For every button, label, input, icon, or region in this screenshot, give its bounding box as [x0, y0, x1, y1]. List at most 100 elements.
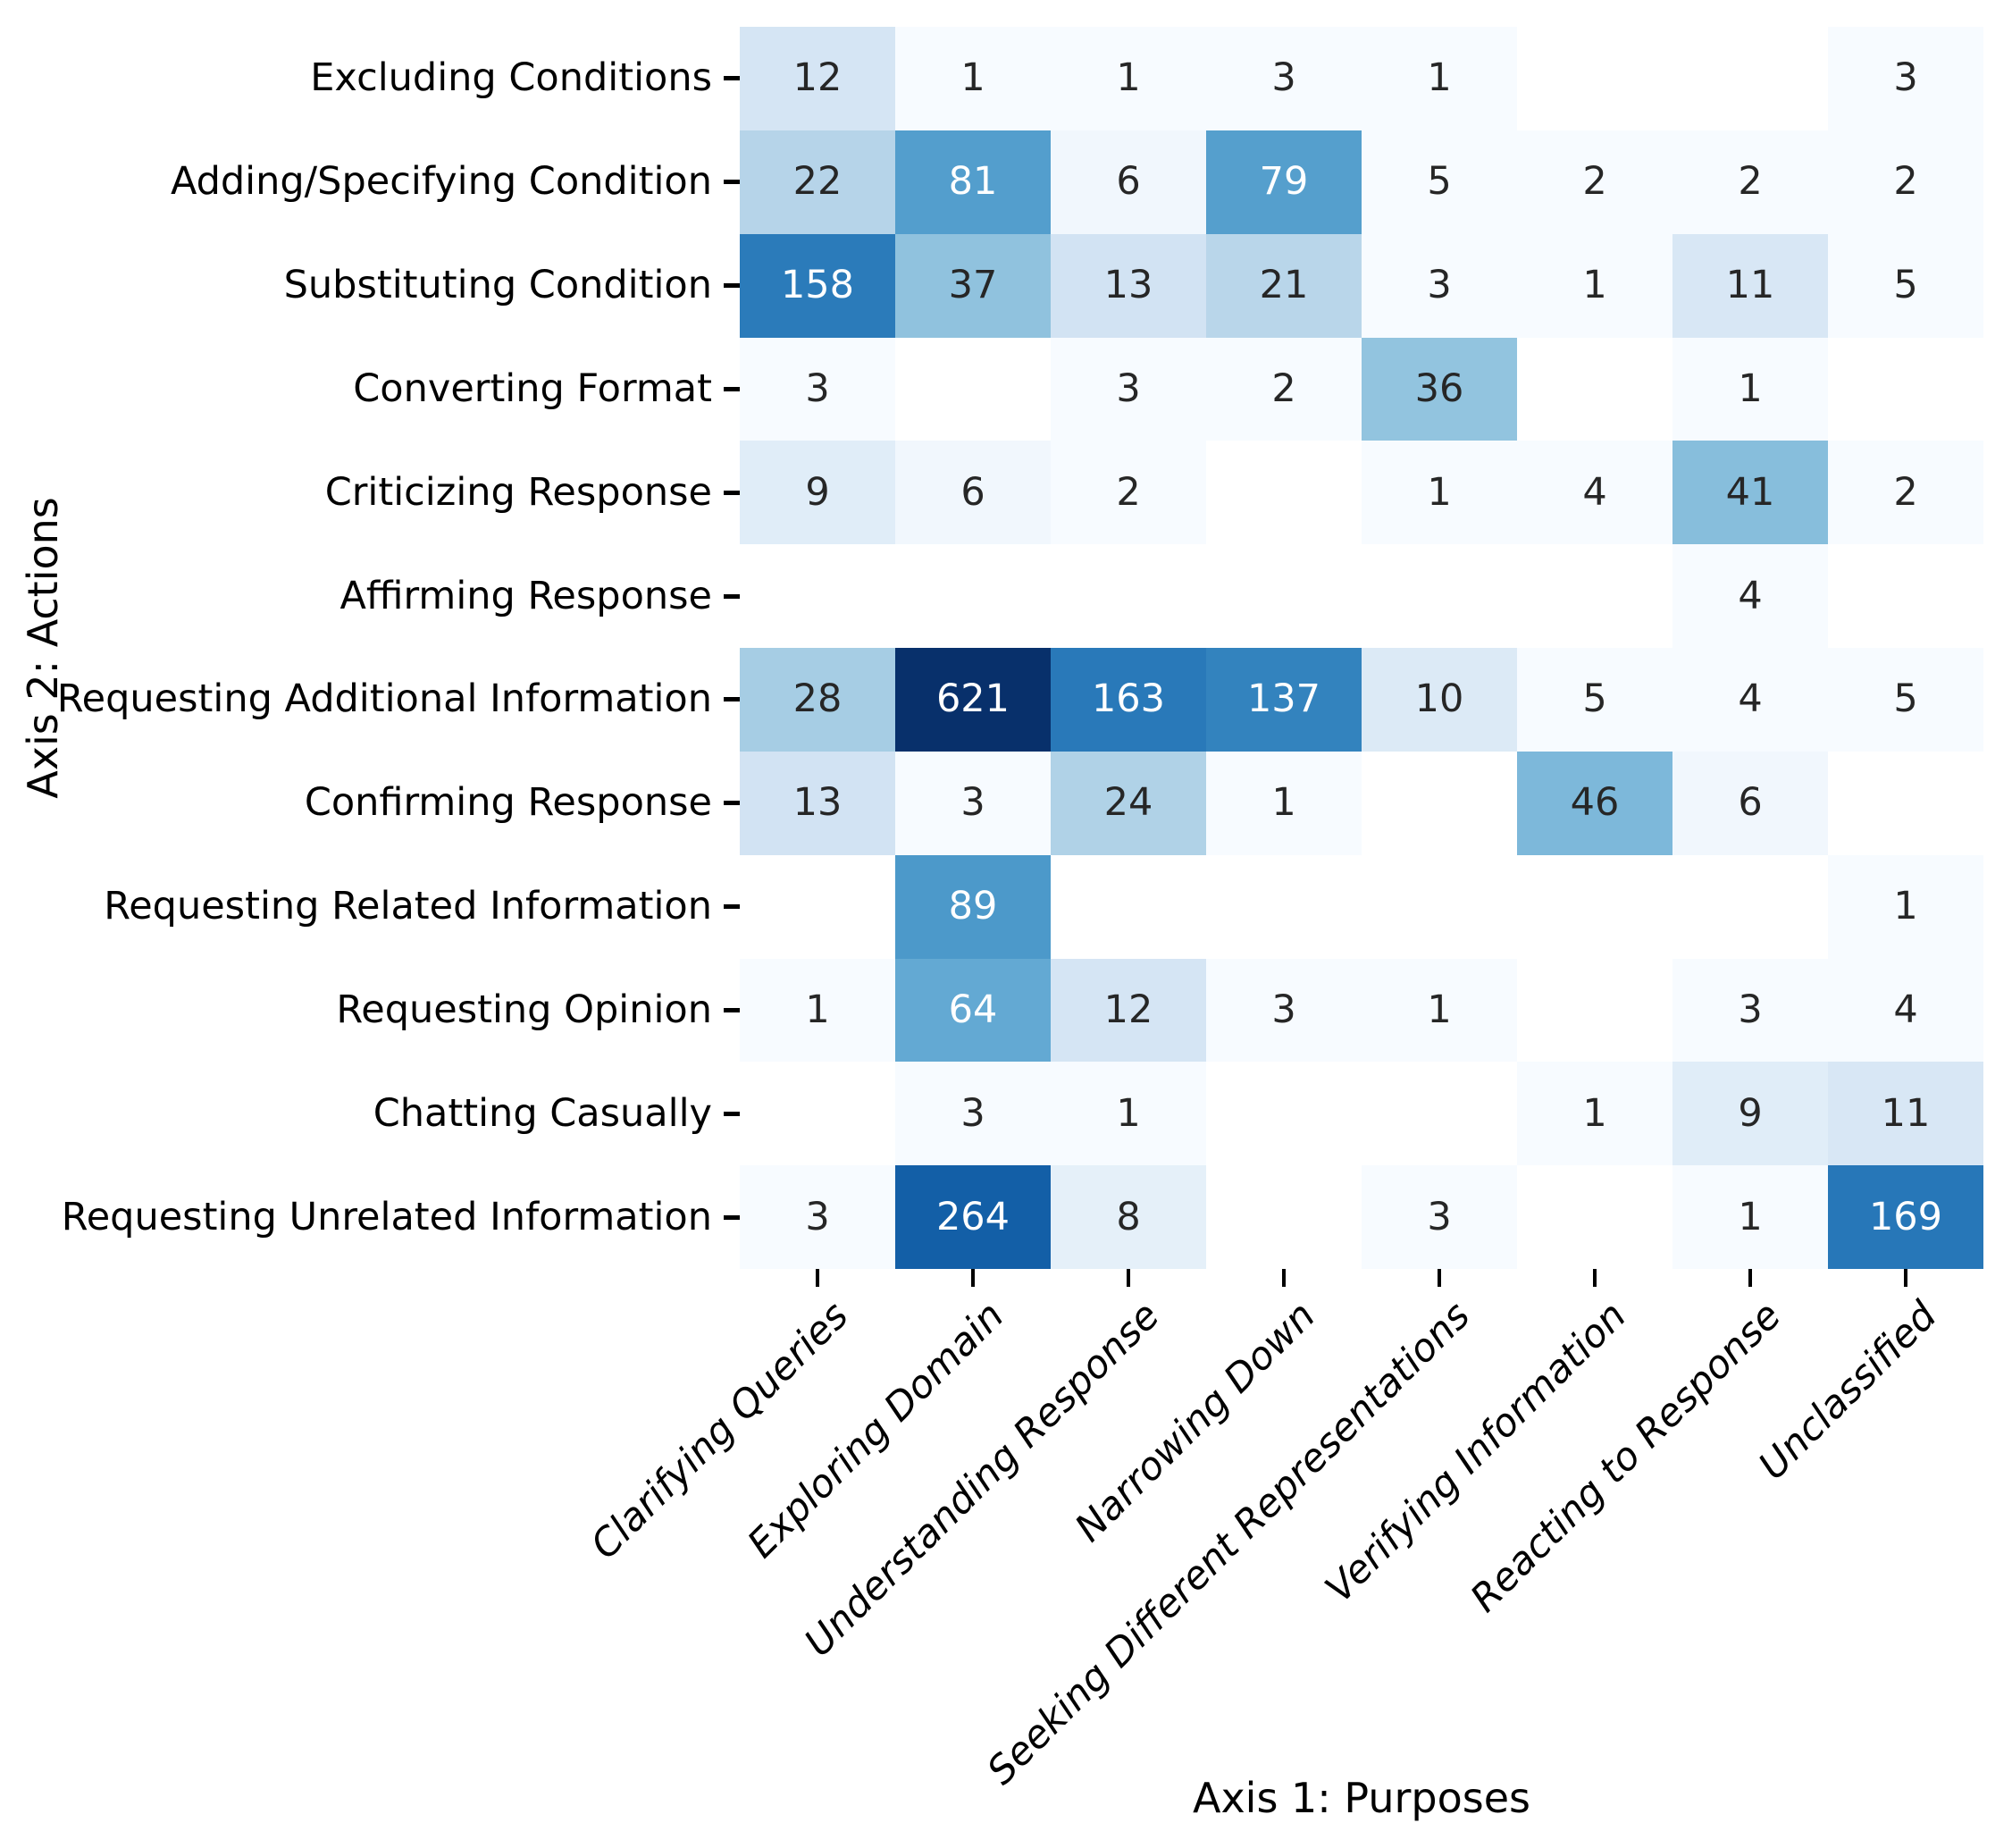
y-axis-row: Requesting Additional Information [0, 648, 740, 752]
heatmap-cell [1206, 1062, 1362, 1166]
heatmap-cell: 2 [1828, 130, 1983, 234]
y-tick-label: Adding/Specifying Condition [170, 159, 712, 205]
heatmap-cell: 1 [1672, 1165, 1828, 1269]
heatmap-cell: 3 [895, 751, 1051, 855]
heatmap-cell [1206, 544, 1362, 648]
heatmap-cell: 10 [1362, 648, 1517, 752]
heatmap-cell: 1 [1362, 958, 1517, 1063]
heatmap-cell [1517, 27, 1672, 130]
heatmap-cell: 9 [740, 441, 895, 545]
heatmap-cell [1517, 337, 1672, 441]
y-axis-row: Confirming Response [0, 752, 740, 855]
heatmap-cell: 64 [895, 958, 1051, 1063]
heatmap-cell: 3 [1362, 1165, 1517, 1269]
heatmap-cell: 1 [1672, 337, 1828, 441]
heatmap-cell [1362, 751, 1517, 855]
heatmap-cell: 137 [1206, 648, 1362, 752]
y-tick-label: Substituting Condition [283, 263, 712, 308]
heatmap-cell: 5 [1517, 648, 1672, 752]
x-tick-label: Clarifying Queries [583, 1293, 858, 1568]
heatmap-cell [895, 544, 1051, 648]
x-tick [816, 1269, 819, 1287]
heatmap-cell: 1 [1517, 1062, 1672, 1166]
y-tick-label: Requesting Opinion [336, 987, 712, 1032]
heatmap-cell [740, 854, 895, 959]
x-tick-label: Exploring Domain [739, 1293, 1013, 1567]
heatmap-cell: 4 [1672, 648, 1828, 752]
heatmap-cell: 2 [1517, 130, 1672, 234]
y-tick [724, 490, 740, 495]
heatmap-cell: 8 [1051, 1165, 1206, 1269]
heatmap-cell: 11 [1828, 1062, 1983, 1166]
heatmap-cell [1828, 751, 1983, 855]
heatmap-cell: 2 [1672, 130, 1828, 234]
heatmap-cell: 13 [1051, 233, 1206, 338]
heatmap-cell: 1 [1362, 27, 1517, 130]
x-tick [1127, 1269, 1130, 1287]
heatmap-cell: 621 [895, 648, 1051, 752]
heatmap-cell [1206, 441, 1362, 545]
heatmap-cell [1672, 27, 1828, 130]
y-tick-label: Excluding Conditions [310, 55, 712, 101]
heatmap-cell: 24 [1051, 751, 1206, 855]
heatmap-cell: 6 [1051, 130, 1206, 234]
heatmap-cell: 3 [1828, 27, 1983, 130]
heatmap-cell: 13 [740, 751, 895, 855]
heatmap-cell: 3 [1206, 27, 1362, 130]
heatmap-cell: 163 [1051, 648, 1206, 752]
y-axis-row: Substituting Condition [0, 234, 740, 338]
heatmap-cell: 46 [1517, 751, 1672, 855]
heatmap-cell [895, 337, 1051, 441]
y-tick-label: Converting Format [353, 365, 712, 411]
x-tick [1593, 1269, 1597, 1287]
x-tick [1282, 1269, 1286, 1287]
heatmap-grid: 12 1 1 3 1 3 22 81 6 79 5 2 2 2 158 37 13 21 3 1 11 5 3 3 2 36 1 9 6… [740, 27, 1983, 1269]
heatmap-cell [1051, 544, 1206, 648]
x-axis-title: Axis 1: Purposes [1192, 1774, 1531, 1822]
heatmap-cell [1051, 854, 1206, 959]
heatmap-cell: 79 [1206, 130, 1362, 234]
heatmap-cell: 1 [1517, 233, 1672, 338]
heatmap-cell: 2 [1828, 441, 1983, 545]
heatmap-cell: 6 [1672, 751, 1828, 855]
heatmap-cell: 3 [1672, 958, 1828, 1063]
y-tick [724, 386, 740, 391]
heatmap-cell [1362, 544, 1517, 648]
heatmap-cell: 3 [740, 337, 895, 441]
heatmap-cell [1828, 337, 1983, 441]
heatmap-cell: 28 [740, 648, 895, 752]
y-axis-row: Adding/Specifying Condition [0, 130, 740, 234]
heatmap-cell: 1 [1051, 1062, 1206, 1166]
y-axis-row: Converting Format [0, 337, 740, 441]
y-tick-label: Chatting Casually [373, 1090, 712, 1136]
heatmap-cell: 89 [895, 854, 1051, 959]
y-tick-label: Confirming Response [304, 780, 712, 826]
heatmap-cell [1362, 854, 1517, 959]
y-tick-label: Criticizing Response [324, 469, 712, 515]
heatmap-cell [1517, 854, 1672, 959]
heatmap-cell: 2 [1051, 441, 1206, 545]
heatmap-cell: 1 [1206, 751, 1362, 855]
heatmap-cell [1828, 544, 1983, 648]
y-axis-row: Affirming Response [0, 544, 740, 648]
y-axis-row: Requesting Unrelated Information [0, 1165, 740, 1269]
heatmap-cell: 3 [740, 1165, 895, 1269]
heatmap-cell [1206, 1165, 1362, 1269]
y-axis-row: Requesting Opinion [0, 958, 740, 1062]
heatmap-cell [1672, 854, 1828, 959]
x-tick-label: Verifying Information [1316, 1293, 1635, 1612]
heatmap-cell: 3 [1051, 337, 1206, 441]
x-tick [1904, 1269, 1907, 1287]
y-tick-label: Requesting Related Information [104, 884, 712, 929]
y-axis-row: Chatting Casually [0, 1062, 740, 1165]
heatmap-cell: 4 [1828, 958, 1983, 1063]
x-tick [1438, 1269, 1441, 1287]
heatmap-cell: 12 [1051, 958, 1206, 1063]
heatmap-cell: 3 [1362, 233, 1517, 338]
y-tick [724, 697, 740, 702]
y-tick [724, 904, 740, 910]
heatmap-cell [1362, 1062, 1517, 1166]
y-tick-label: Requesting Unrelated Information [61, 1194, 712, 1239]
heatmap-cell: 41 [1672, 441, 1828, 545]
y-axis-row: Excluding Conditions [0, 27, 740, 130]
